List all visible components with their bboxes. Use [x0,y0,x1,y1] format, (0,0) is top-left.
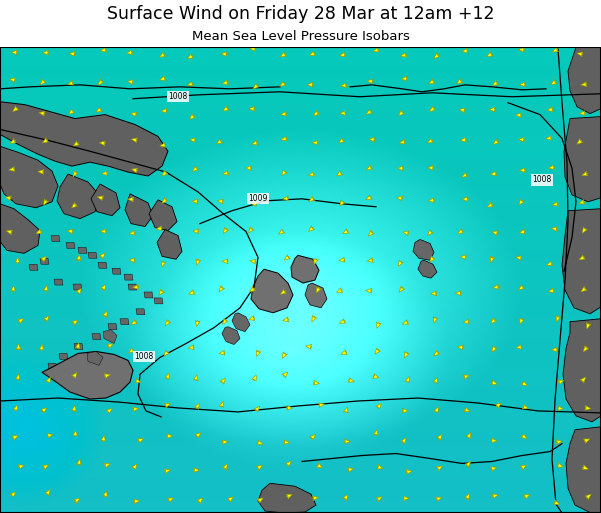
Polygon shape [125,194,153,227]
Polygon shape [128,284,137,290]
Polygon shape [114,367,123,373]
Text: 1008: 1008 [168,92,188,101]
Polygon shape [78,247,87,253]
Polygon shape [42,351,133,399]
Polygon shape [564,116,601,202]
Text: 1008: 1008 [532,175,552,185]
Text: 1008: 1008 [135,352,154,361]
Polygon shape [563,319,601,422]
Polygon shape [64,373,73,379]
Polygon shape [87,351,103,365]
Text: 1009: 1009 [248,194,267,203]
Polygon shape [48,363,57,369]
Polygon shape [66,243,75,248]
Polygon shape [157,229,182,259]
Polygon shape [124,274,133,280]
Polygon shape [51,235,60,242]
Polygon shape [418,260,437,278]
Text: Mean Sea Level Pressure Isobars: Mean Sea Level Pressure Isobars [192,30,409,43]
Polygon shape [91,184,120,215]
Polygon shape [29,264,38,270]
Polygon shape [566,427,601,513]
Polygon shape [88,252,97,258]
Polygon shape [149,200,177,230]
Polygon shape [112,268,121,274]
Polygon shape [154,298,163,304]
Polygon shape [103,330,117,344]
Polygon shape [413,240,434,260]
Polygon shape [74,344,83,349]
Text: Surface Wind on Friday 28 Mar at 12am +12: Surface Wind on Friday 28 Mar at 12am +1… [107,5,494,23]
Polygon shape [291,255,319,283]
Polygon shape [305,283,327,308]
Polygon shape [568,47,601,113]
Polygon shape [54,279,63,285]
Polygon shape [73,284,82,290]
Polygon shape [562,209,601,314]
Polygon shape [98,373,107,379]
Polygon shape [59,353,68,360]
Polygon shape [0,204,40,253]
Polygon shape [80,378,89,384]
Polygon shape [222,327,240,345]
Polygon shape [0,146,58,208]
Polygon shape [251,269,293,313]
Polygon shape [232,313,250,331]
Polygon shape [98,262,107,268]
Polygon shape [136,309,145,315]
Polygon shape [0,102,168,176]
Polygon shape [258,483,316,513]
Polygon shape [40,258,49,264]
Polygon shape [108,324,117,330]
Polygon shape [57,174,100,219]
Polygon shape [92,333,101,340]
Polygon shape [144,292,153,298]
Polygon shape [120,319,129,325]
